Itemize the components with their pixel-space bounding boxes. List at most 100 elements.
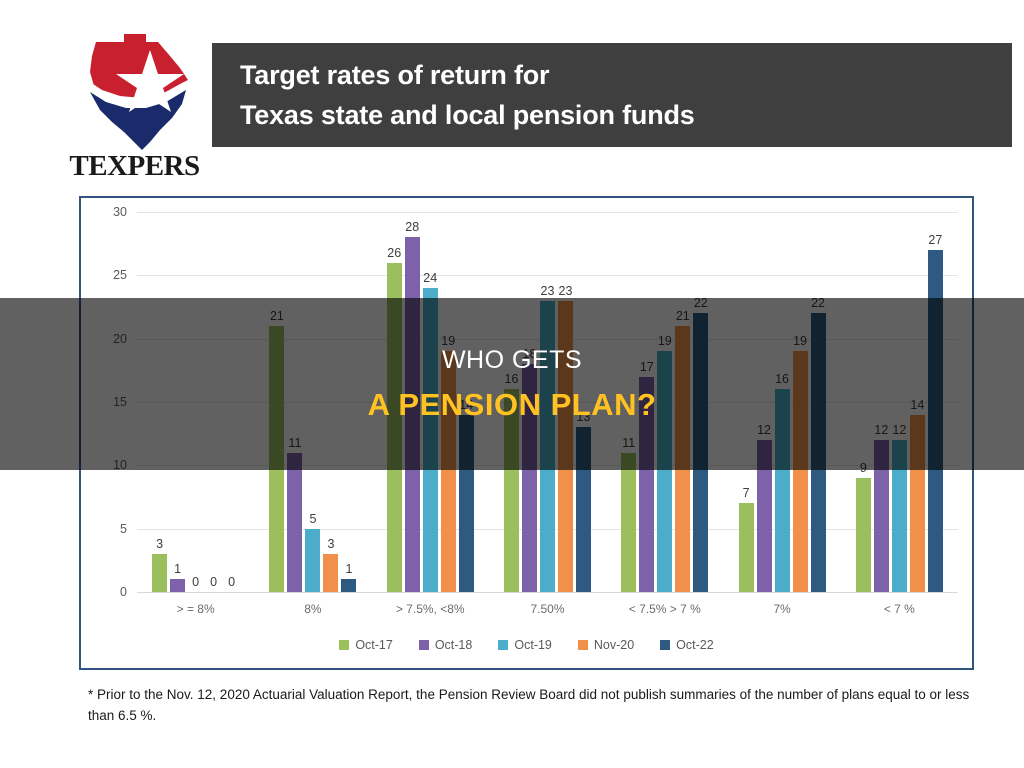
bar-value-label: 21 xyxy=(269,309,284,323)
bar-rect[interactable] xyxy=(657,351,673,592)
bar-Oct-22-> = 8%[interactable]: 0 xyxy=(224,212,239,592)
y-axis-tick-15: 15 xyxy=(113,395,127,409)
bar-rect[interactable] xyxy=(323,554,339,592)
bar-Oct-19-7.50%[interactable]: 23 xyxy=(539,212,555,592)
gridline-0 xyxy=(137,592,958,593)
bar-rect[interactable] xyxy=(621,452,637,592)
bar-Nov-20-> = 8%[interactable]: 0 xyxy=(206,212,221,592)
bar-rect[interactable] xyxy=(557,300,573,592)
x-axis-tick: > 7.5%, <8% xyxy=(395,602,465,616)
bar-rect[interactable] xyxy=(792,351,808,592)
gridline-25 xyxy=(137,275,958,277)
bar-rect[interactable] xyxy=(756,440,772,592)
legend-item-Nov-20[interactable]: Nov-20 xyxy=(577,638,635,652)
bar-Oct-17-7%[interactable]: 7 xyxy=(738,212,754,592)
bar-rect[interactable] xyxy=(810,313,826,592)
bar-Oct-22-7.50%[interactable]: 13 xyxy=(575,212,591,592)
bar-group: 11 17 19 21 22 < 7.5% > 7 % xyxy=(606,212,723,616)
bar-rect[interactable] xyxy=(341,579,357,592)
bar-rect[interactable] xyxy=(440,351,456,592)
bar-rect[interactable] xyxy=(422,288,438,592)
bar-rect[interactable] xyxy=(152,554,168,592)
bar-rect[interactable] xyxy=(458,414,474,592)
bar-Nov-20-< 7 %[interactable]: 14 xyxy=(909,212,925,592)
bar-rect[interactable] xyxy=(404,237,420,592)
bar-Oct-17-> 7.5%, <8%[interactable]: 26 xyxy=(386,212,402,592)
bar-Nov-20-7.50%[interactable]: 23 xyxy=(557,212,573,592)
legend-item-Oct-18[interactable]: Oct-18 xyxy=(418,638,472,652)
bar-group: 9 12 12 14 27 < 7 % xyxy=(841,212,958,616)
bar-Oct-19-< 7 %[interactable]: 12 xyxy=(891,212,907,592)
bar-Oct-18-< 7.5% > 7 %[interactable]: 17 xyxy=(639,212,655,592)
bar-rect[interactable] xyxy=(738,503,754,592)
legend-label: Nov-20 xyxy=(593,638,635,652)
legend-label: Oct-22 xyxy=(676,638,714,652)
bar-Oct-22-< 7.5% > 7 %[interactable]: 22 xyxy=(693,212,709,592)
bar-Oct-17-< 7 %[interactable]: 9 xyxy=(855,212,871,592)
bar-rect[interactable] xyxy=(774,389,790,592)
bar-rect[interactable] xyxy=(287,452,303,592)
bar-Oct-19-< 7.5% > 7 %[interactable]: 19 xyxy=(657,212,673,592)
bar-value-label: 12 xyxy=(892,423,907,437)
bar-rect[interactable] xyxy=(855,478,871,592)
bar-rect[interactable] xyxy=(305,528,321,592)
bar-rect[interactable] xyxy=(539,300,555,592)
bar-Oct-19-> = 8%[interactable]: 0 xyxy=(188,212,203,592)
logo-wordmark: TEXPERS xyxy=(69,150,200,182)
bar-Oct-17-7.50%[interactable]: 16 xyxy=(503,212,519,592)
bar-value-label: 7 xyxy=(742,486,750,501)
bar-rect[interactable] xyxy=(503,389,519,592)
bar-value-label: 12 xyxy=(874,423,889,437)
bar-rect[interactable] xyxy=(693,313,709,592)
bar-rect[interactable] xyxy=(891,440,907,592)
bar-Oct-18-7.50%[interactable]: 18 xyxy=(521,212,537,592)
bar-Nov-20-< 7.5% > 7 %[interactable]: 21 xyxy=(675,212,691,592)
bar-Nov-20-8%[interactable]: 3 xyxy=(323,212,339,592)
bar-rect[interactable] xyxy=(521,364,537,592)
bar-rect[interactable] xyxy=(386,262,402,592)
bar-rect[interactable] xyxy=(927,250,943,592)
bar-rect[interactable] xyxy=(909,414,925,592)
bar-Oct-18-< 7 %[interactable]: 12 xyxy=(873,212,889,592)
legend-item-Oct-19[interactable]: Oct-19 xyxy=(498,638,552,652)
plot-area: 0 5 10 15 20 25 30 3 1 0 0 0 > = 8% 21 11 5 3 1 8% 26 28 24 1… xyxy=(113,205,958,616)
bar-Oct-18-8%[interactable]: 11 xyxy=(287,212,303,592)
bar-Oct-17-8%[interactable]: 21 xyxy=(269,212,285,592)
texpers-logo: TEXPERS xyxy=(62,22,207,182)
bar-Nov-20-7%[interactable]: 19 xyxy=(792,212,808,592)
x-axis-tick: < 7 % xyxy=(883,602,915,616)
bar-Oct-19-8%[interactable]: 5 xyxy=(305,212,321,592)
bar-rect[interactable] xyxy=(675,326,691,592)
bar-Oct-17-> = 8%[interactable]: 3 xyxy=(152,212,168,592)
bar-value-label: 19 xyxy=(441,334,456,349)
bar-Oct-19-7%[interactable]: 16 xyxy=(774,212,790,592)
bar-Oct-22-8%[interactable]: 1 xyxy=(341,212,357,592)
bar-value-label: 12 xyxy=(757,423,771,437)
bar-value-label: 22 xyxy=(811,296,825,311)
bar-value-label: 11 xyxy=(622,435,636,450)
bar-Oct-22-> 7.5%, <8%[interactable]: 14 xyxy=(458,212,474,592)
bar-value-label: 16 xyxy=(504,372,519,387)
bar-rect[interactable] xyxy=(639,376,655,592)
bar-Oct-17-< 7.5% > 7 %[interactable]: 11 xyxy=(621,212,637,592)
bar-Oct-22-7%[interactable]: 22 xyxy=(810,212,826,592)
legend-item-Oct-22[interactable]: Oct-22 xyxy=(660,638,714,652)
bar-Oct-18-7%[interactable]: 12 xyxy=(756,212,772,592)
bar-Oct-19-> 7.5%, <8%[interactable]: 24 xyxy=(422,212,438,592)
bar-Oct-18-> 7.5%, <8%[interactable]: 28 xyxy=(404,212,420,592)
bar-rect[interactable] xyxy=(575,427,591,592)
chart-panel: 0 5 10 15 20 25 30 3 1 0 0 0 > = 8% 21 11 5 3 1 8% 26 28 24 1… xyxy=(79,196,974,670)
y-axis-tick-5: 5 xyxy=(120,521,127,536)
bar-Nov-20-> 7.5%, <8%[interactable]: 19 xyxy=(440,212,456,592)
bar-rect[interactable] xyxy=(873,440,889,592)
y-axis-tick-25: 25 xyxy=(113,268,127,283)
bar-rect[interactable] xyxy=(170,579,186,592)
header-title-bar: Target rates of return for Texas state a… xyxy=(212,43,1012,147)
legend-item-Oct-17[interactable]: Oct-17 xyxy=(339,638,393,652)
legend-swatch xyxy=(339,640,350,650)
bar-Oct-22-< 7 %[interactable]: 27 xyxy=(927,212,943,592)
bar-rect[interactable] xyxy=(269,326,285,592)
bar-value-label: 0 xyxy=(228,575,236,589)
bar-Oct-18-> = 8%[interactable]: 1 xyxy=(170,212,186,592)
x-axis-tick: < 7.5% > 7 % xyxy=(628,602,701,616)
